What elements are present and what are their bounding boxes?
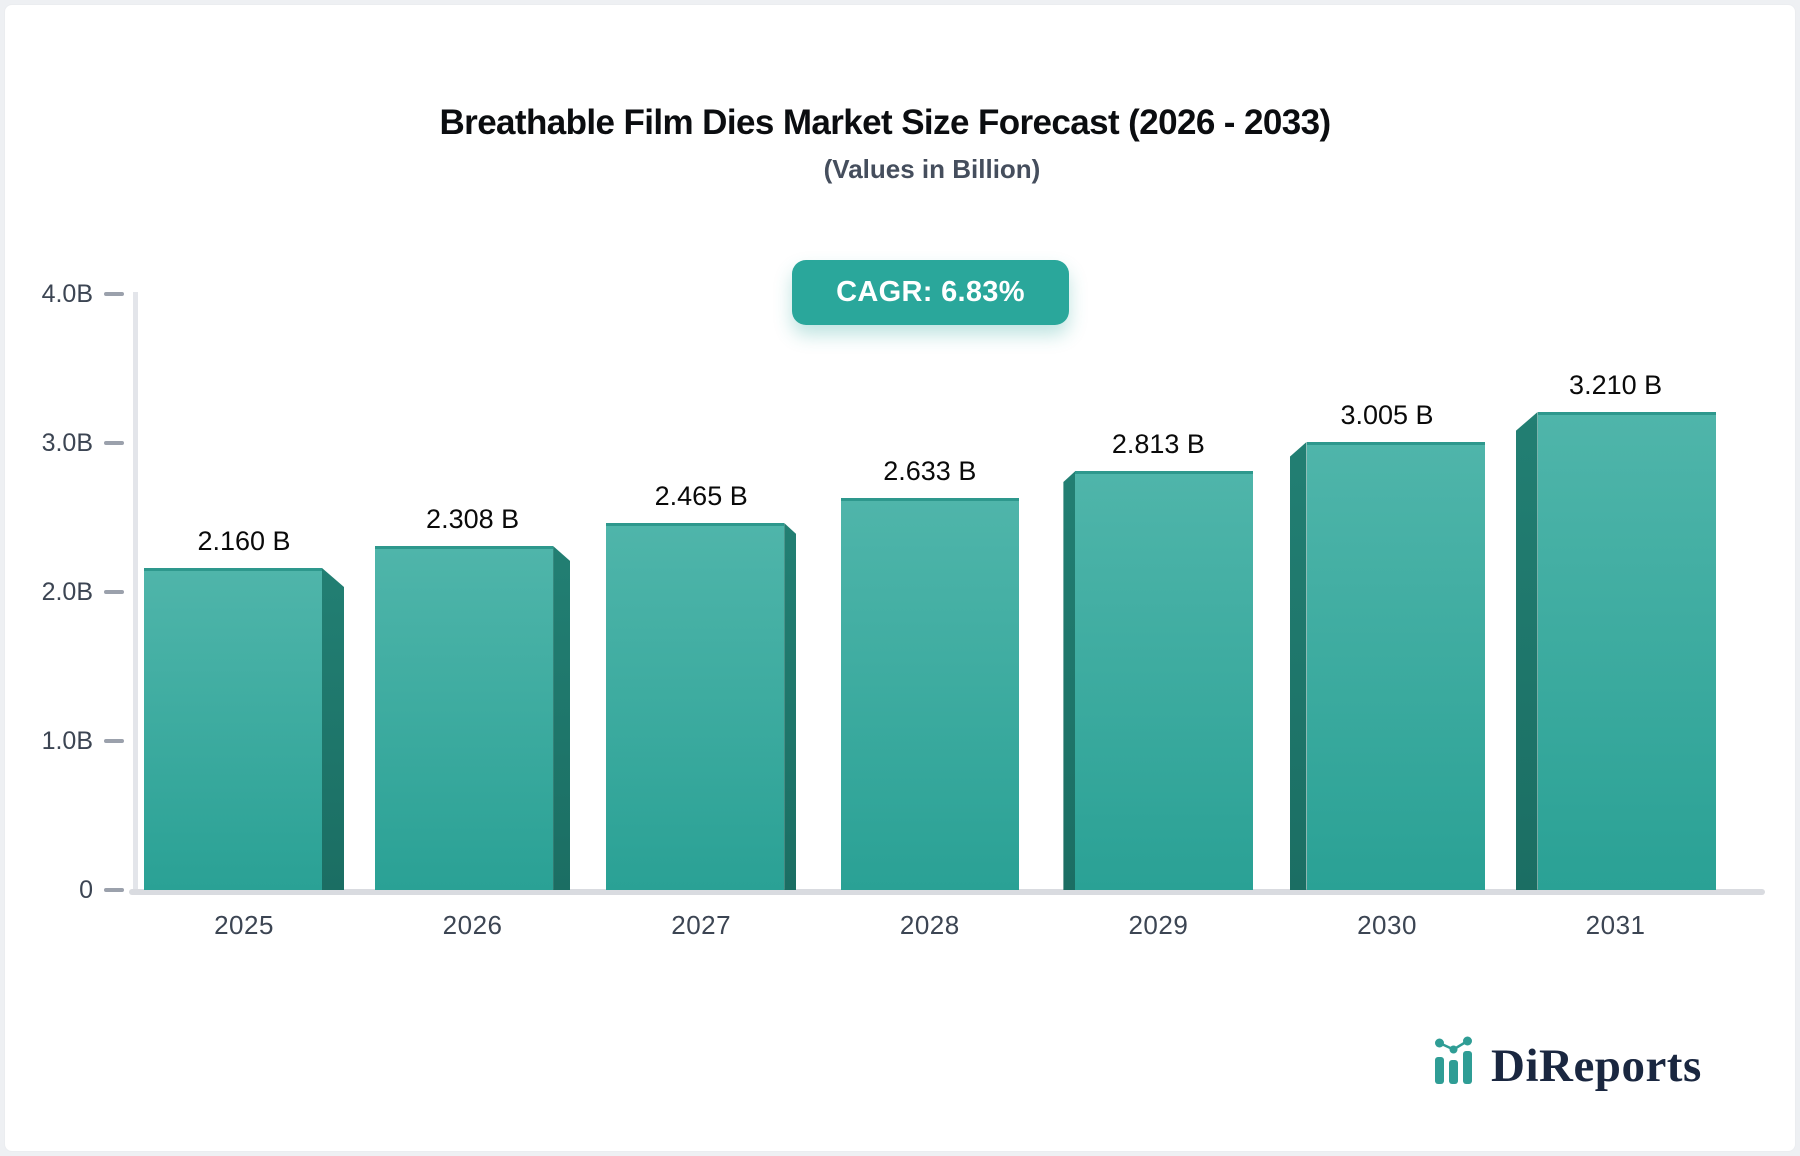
chart-title: Breathable Film Dies Market Size Forecas… (439, 103, 1331, 142)
x-axis-category-label: 2029 (1128, 910, 1189, 940)
y-axis-line (133, 292, 138, 892)
y-axis-tick-mark (104, 590, 124, 594)
x-axis-baseline (129, 889, 1765, 895)
x-axis-category-label: 2030 (1357, 910, 1417, 940)
bar-value-label: 3.210 B (1569, 370, 1663, 400)
bar-value-label: 2.160 B (197, 526, 291, 556)
bar-2029[interactable] (1063, 471, 1254, 890)
bar-side-shade (1289, 442, 1307, 890)
y-axis-tick-mark (104, 441, 124, 445)
bar-side-shade (1063, 471, 1076, 890)
y-axis-tick-mark (104, 739, 124, 743)
x-axis-category-label: 2031 (1585, 910, 1646, 940)
bar-side-shade (1515, 412, 1538, 890)
bar-2025[interactable] (144, 568, 344, 890)
bar-face (1075, 471, 1254, 890)
bar-face (375, 546, 554, 890)
x-axis-category-label: 2025 (214, 910, 274, 940)
bar-face (1306, 442, 1485, 890)
bar-value-label: 2.813 B (1111, 429, 1205, 459)
y-axis-tick-label: 1.0B (41, 727, 93, 755)
bar-2028[interactable] (840, 498, 1019, 890)
brand-name: DiReports (1491, 1040, 1702, 1092)
x-axis-category-label: 2027 (671, 910, 732, 940)
cagr-badge: CAGR: 6.83% (792, 260, 1069, 325)
bar-face (1537, 412, 1716, 890)
x-axis-category-label: 2026 (442, 910, 503, 940)
bar-side-shade (322, 568, 344, 890)
x-axis-category-label: 2028 (899, 910, 960, 940)
chart-subtitle: (Values in Billion) (823, 154, 1041, 184)
bar-side-shade (553, 546, 571, 890)
y-axis-tick-mark (104, 292, 124, 296)
y-axis-tick-label: 0 (79, 876, 93, 904)
chart-card: Breathable Film Dies Market Size Forecas… (4, 4, 1796, 1152)
bar-2027[interactable] (606, 523, 797, 890)
bar-2026[interactable] (375, 546, 571, 890)
bar-2031[interactable] (1515, 412, 1716, 890)
bar-face (144, 568, 322, 890)
bar-value-label: 2.633 B (883, 456, 977, 486)
y-axis-tick-label: 3.0B (41, 429, 93, 457)
brand-logo: DiReports (1433, 1035, 1702, 1090)
y-axis-tick-label: 2.0B (41, 578, 93, 606)
bar-value-label: 2.465 B (654, 481, 748, 511)
bar-value-label: 3.005 B (1340, 400, 1434, 430)
bar-2030[interactable] (1289, 442, 1485, 890)
y-axis-tick-label: 4.0B (41, 280, 93, 308)
bar-face (840, 498, 1019, 890)
bar-face (606, 523, 785, 890)
bar-side-shade (784, 523, 797, 890)
bar-value-label: 2.308 B (426, 504, 520, 534)
cagr-badge-label: CAGR: 6.83% (836, 276, 1025, 308)
bar-chart-plot-area: 0 1.0B 2.0B 3.0B 4.0B 2.160 B 2025 2.308 B 2026 2… (5, 5, 1795, 1151)
y-axis-tick-mark (104, 888, 124, 892)
bar-chart-logo-icon (1433, 1035, 1483, 1090)
